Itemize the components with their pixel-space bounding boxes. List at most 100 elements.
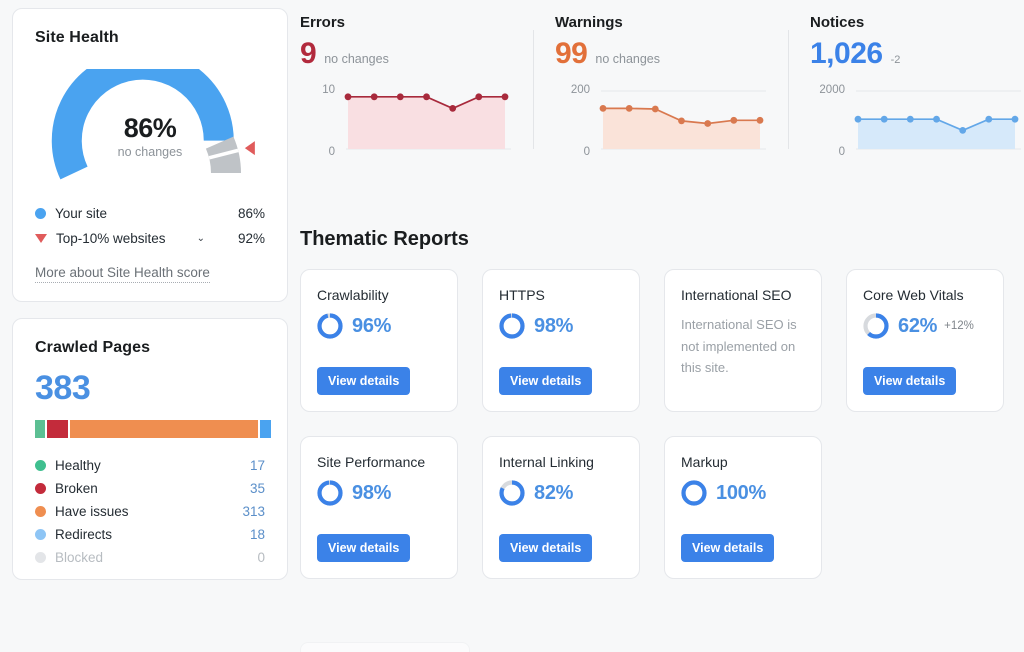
- crawled-pages-card: Crawled Pages 383 Healthy 17 Broken 35 Have …: [12, 318, 288, 580]
- crawled-pages-title: Crawled Pages: [35, 339, 151, 356]
- progress-ring-icon: [499, 480, 525, 507]
- stat-title: Warnings: [555, 14, 623, 31]
- thematic-score-row: 82%: [499, 480, 623, 507]
- thematic-score-row: 100%: [681, 480, 805, 507]
- errors-sparkline: 10 0: [300, 84, 515, 158]
- sparkline-svg: [854, 90, 1021, 150]
- crawled-legend-item-have-issues[interactable]: Have issues 313: [35, 500, 265, 523]
- thematic-reports-title: Thematic Reports: [300, 228, 469, 250]
- chevron-down-icon[interactable]: ⌄: [196, 233, 205, 244]
- y-axis-bottom-label: 0: [583, 146, 590, 158]
- thematic-card-core-web-vitals[interactable]: Core Web Vitals 62% +12% View details: [846, 269, 1004, 412]
- issue-stats-strip: Errors 9 no changes 10 0 Warnings 99 no changes…: [300, 14, 1021, 158]
- spacer: [499, 339, 623, 367]
- crawled-pages-segmented-bar: [35, 420, 271, 438]
- site-health-legend: Your site 86% Top-10% websites ⌄ 92%: [35, 201, 265, 251]
- more-about-site-health-link[interactable]: More about Site Health score: [35, 265, 210, 283]
- crawled-legend-label: Broken: [55, 481, 98, 496]
- thematic-card-site-performance[interactable]: Site Performance 98% View details: [300, 436, 458, 579]
- stat-value-row: 99 no changes: [555, 37, 770, 71]
- view-details-button[interactable]: View details: [499, 534, 593, 562]
- thematic-card-note: International SEO is not implemented on …: [681, 317, 797, 375]
- site-health-gauge: 86% no changes: [40, 69, 260, 185]
- gauge-center-labels: 86% no changes: [40, 113, 260, 159]
- stat-delta: no changes: [595, 52, 661, 66]
- progress-ring-icon: [499, 313, 525, 340]
- stat-card-errors[interactable]: Errors 9 no changes 10 0: [300, 14, 533, 158]
- thematic-card-label: International SEO: [681, 287, 792, 303]
- your-site-dot-icon: [35, 208, 46, 219]
- crawled-legend-item-broken[interactable]: Broken 35: [35, 477, 265, 500]
- crawled-legend-value: 0: [257, 550, 265, 565]
- warnings-sparkline: 200 0: [555, 84, 770, 158]
- thematic-card-label: Core Web Vitals: [863, 287, 964, 303]
- thematic-score: 100%: [716, 481, 766, 504]
- crawled-pages-legend: Healthy 17 Broken 35 Have issues 313 Redirects…: [35, 454, 265, 569]
- legend-item-top-10-websites[interactable]: Top-10% websites ⌄ 92%: [35, 226, 265, 251]
- sparkline-svg: [344, 93, 511, 150]
- crawled-legend-label: Have issues: [55, 504, 129, 519]
- site-health-score: 86%: [123, 113, 177, 143]
- crawled-legend-item-redirects[interactable]: Redirects 18: [35, 523, 265, 546]
- benchmark-triangle-icon: [35, 234, 47, 243]
- next-section-card-cutoff: [300, 642, 470, 652]
- thematic-card-https[interactable]: HTTPS 98% View details: [482, 269, 640, 412]
- crawled-segment-redirects[interactable]: [259, 420, 271, 438]
- thematic-score: 62%: [898, 314, 938, 337]
- crawled-legend-item-healthy[interactable]: Healthy 17: [35, 454, 265, 477]
- stat-delta: -2: [890, 54, 901, 66]
- crawled-legend-value: 313: [242, 504, 265, 519]
- stat-title: Errors: [300, 14, 346, 31]
- thematic-score: 98%: [352, 481, 392, 504]
- redirects-dot-icon: [35, 529, 46, 540]
- view-details-button[interactable]: View details: [317, 534, 411, 562]
- y-axis-top-label: 200: [570, 84, 590, 96]
- stat-card-notices[interactable]: Notices 1,026 -2 2000 0: [788, 14, 1024, 158]
- progress-ring-icon: [317, 313, 343, 340]
- broken-dot-icon: [35, 483, 46, 494]
- crawled-legend-item-blocked[interactable]: Blocked 0: [35, 546, 265, 569]
- stat-card-warnings[interactable]: Warnings 99 no changes 200 0: [533, 14, 788, 158]
- notices-sparkline: 2000 0: [810, 84, 1024, 158]
- thematic-card-label: Markup: [681, 454, 728, 470]
- thematic-score-row: 98%: [317, 480, 441, 507]
- crawled-segment-have-issues[interactable]: [70, 420, 258, 438]
- spacer: [681, 506, 805, 534]
- stat-value: 99: [555, 37, 588, 70]
- stat-value: 1,026: [810, 37, 883, 70]
- stat-value-row: 1,026 -2: [810, 37, 1024, 71]
- thematic-card-internal-linking[interactable]: Internal Linking 82% View details: [482, 436, 640, 579]
- stat-delta: no changes: [324, 52, 389, 66]
- thematic-card-label: Internal Linking: [499, 454, 594, 470]
- crawled-segment-broken[interactable]: [47, 420, 69, 438]
- legend-label: Top-10% websites: [56, 231, 166, 246]
- thematic-reports-grid: Crawlability 96% View details HTTPS 98% View …: [300, 269, 1016, 579]
- thematic-card-label: Crawlability: [317, 287, 389, 303]
- site-health-change: no changes: [117, 145, 183, 159]
- thematic-card-label: Site Performance: [317, 454, 426, 470]
- spacer: [317, 339, 441, 367]
- crawled-pages-total: 383: [35, 369, 91, 407]
- blocked-dot-icon: [35, 552, 46, 563]
- thematic-card-markup[interactable]: Markup 100% View details: [664, 436, 822, 579]
- thematic-card-label: HTTPS: [499, 287, 545, 303]
- crawled-segment-healthy[interactable]: [35, 420, 46, 438]
- thematic-card-international-seo[interactable]: International SEO International SEO is no…: [664, 269, 822, 412]
- spacer: [681, 378, 805, 395]
- progress-ring-icon: [863, 313, 889, 340]
- view-details-button[interactable]: View details: [499, 367, 593, 395]
- have-issues-dot-icon: [35, 506, 46, 517]
- site-health-card: Site Health 86% no changes Your site 86%: [12, 8, 288, 302]
- thematic-card-crawlability[interactable]: Crawlability 96% View details: [300, 269, 458, 412]
- view-details-button[interactable]: View details: [863, 367, 957, 395]
- legend-value: 92%: [237, 231, 266, 246]
- crawled-legend-label: Blocked: [55, 550, 104, 565]
- spacer: [499, 506, 623, 534]
- view-details-button[interactable]: View details: [317, 367, 411, 395]
- y-axis-top-label: 2000: [819, 84, 845, 96]
- thematic-score-row: 62% +12%: [863, 313, 987, 340]
- view-details-button[interactable]: View details: [681, 534, 775, 562]
- progress-ring-icon: [681, 480, 707, 507]
- healthy-dot-icon: [35, 460, 46, 471]
